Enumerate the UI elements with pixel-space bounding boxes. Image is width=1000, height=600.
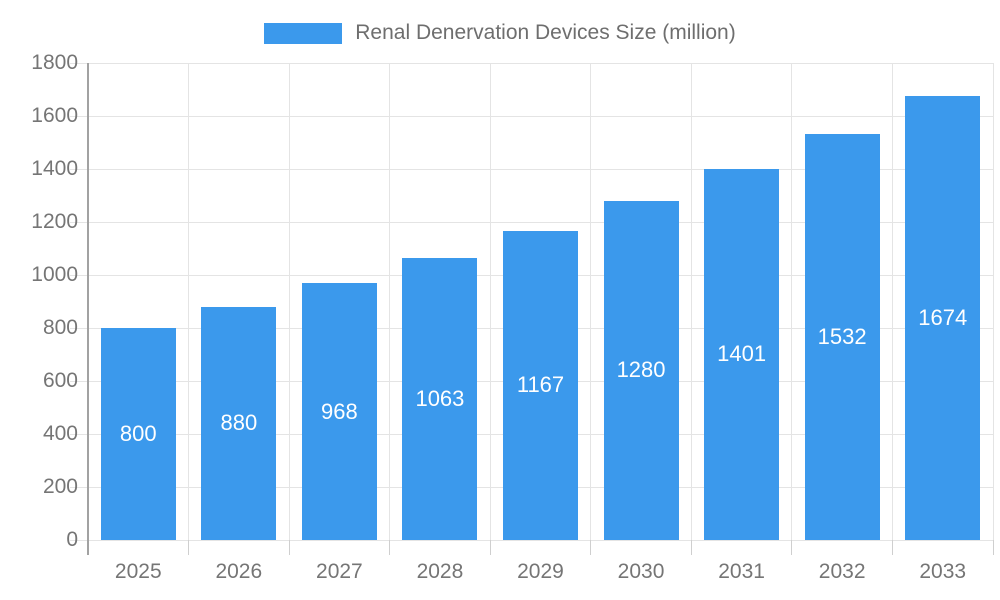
y-axis-tick-label: 1600 (31, 104, 78, 127)
x-axis-tick-label: 2027 (316, 560, 363, 583)
y-axis-tick-label: 1000 (31, 263, 78, 286)
v-gridline (288, 63, 290, 540)
v-gridline (590, 63, 592, 540)
legend-label: Renal Denervation Devices Size (million) (355, 21, 736, 44)
bar-2029: 1167 (503, 230, 578, 540)
x-axis-tick-label: 2030 (617, 560, 665, 583)
v-gridline (791, 63, 793, 540)
bar-value-label: 1280 (616, 357, 666, 383)
bar-value-label: 1063 (415, 386, 465, 412)
h-gridline (70, 221, 993, 223)
y-axis-tick-label: 0 (66, 528, 78, 551)
x-axis-tick-label: 2029 (517, 560, 564, 583)
x-axis-tick (791, 540, 793, 555)
h-gridline (70, 115, 993, 117)
y-axis-tick-label: 1400 (31, 157, 78, 180)
legend-color-swatch (264, 22, 343, 44)
x-axis-tick-label: 2026 (215, 560, 263, 583)
x-axis-tick (288, 540, 290, 555)
x-axis-tick (690, 540, 692, 555)
v-gridline (489, 63, 491, 540)
v-gridline (992, 63, 994, 540)
bar-value-label: 968 (321, 398, 358, 424)
x-axis-tick (188, 540, 190, 555)
bar-value-label: 1167 (516, 372, 565, 398)
bar-2031: 1401 (704, 168, 780, 540)
x-axis-tick (992, 540, 994, 555)
h-gridline (70, 539, 993, 541)
y-axis-tick-label: 800 (42, 316, 78, 339)
x-axis-tick (389, 540, 391, 555)
v-gridline (690, 63, 692, 540)
x-axis-tick-label: 2028 (416, 560, 464, 583)
y-axis-tick-label: 1800 (31, 51, 78, 74)
bar-2025: 800 (100, 328, 176, 540)
bar-value-label: 880 (220, 410, 258, 436)
v-gridline (891, 63, 893, 540)
x-axis-tick-label: 2025 (114, 560, 162, 583)
bar-2032: 1532 (804, 134, 880, 540)
y-axis-tick-label: 400 (42, 422, 78, 445)
x-axis-tick (590, 540, 592, 555)
v-gridline (188, 63, 190, 540)
y-axis-tick-label: 600 (42, 369, 78, 392)
x-axis-tick (489, 540, 491, 555)
h-gridline (70, 62, 993, 64)
bar-value-label: 1532 (817, 324, 867, 350)
bar-2030: 1280 (603, 200, 679, 540)
bar-2033: 1674 (905, 96, 981, 540)
y-axis-tick-label: 1200 (31, 210, 78, 233)
x-axis-tick-label: 2031 (718, 560, 765, 583)
legend: Renal Denervation Devices Size (million) (0, 21, 1000, 45)
x-axis-tick (891, 540, 893, 555)
bar-2028: 1063 (402, 258, 478, 540)
y-axis-tick-label: 200 (42, 475, 78, 498)
v-gridline (389, 63, 391, 540)
bar-value-label: 800 (119, 421, 157, 446)
y-axis-line (87, 63, 89, 555)
bar-2027: 968 (301, 283, 377, 540)
x-axis-tick-label: 2033 (919, 560, 967, 583)
x-axis-tick-label: 2032 (818, 560, 866, 583)
bar-2026: 880 (201, 306, 277, 540)
h-gridline (70, 168, 993, 170)
bar-value-label: 1401 (717, 341, 767, 367)
plot-area: 800 2025 880 2026 968 2027 1063 2028 1167 2029 128… (70, 62, 994, 583)
bar-value-label: 1674 (918, 305, 968, 331)
